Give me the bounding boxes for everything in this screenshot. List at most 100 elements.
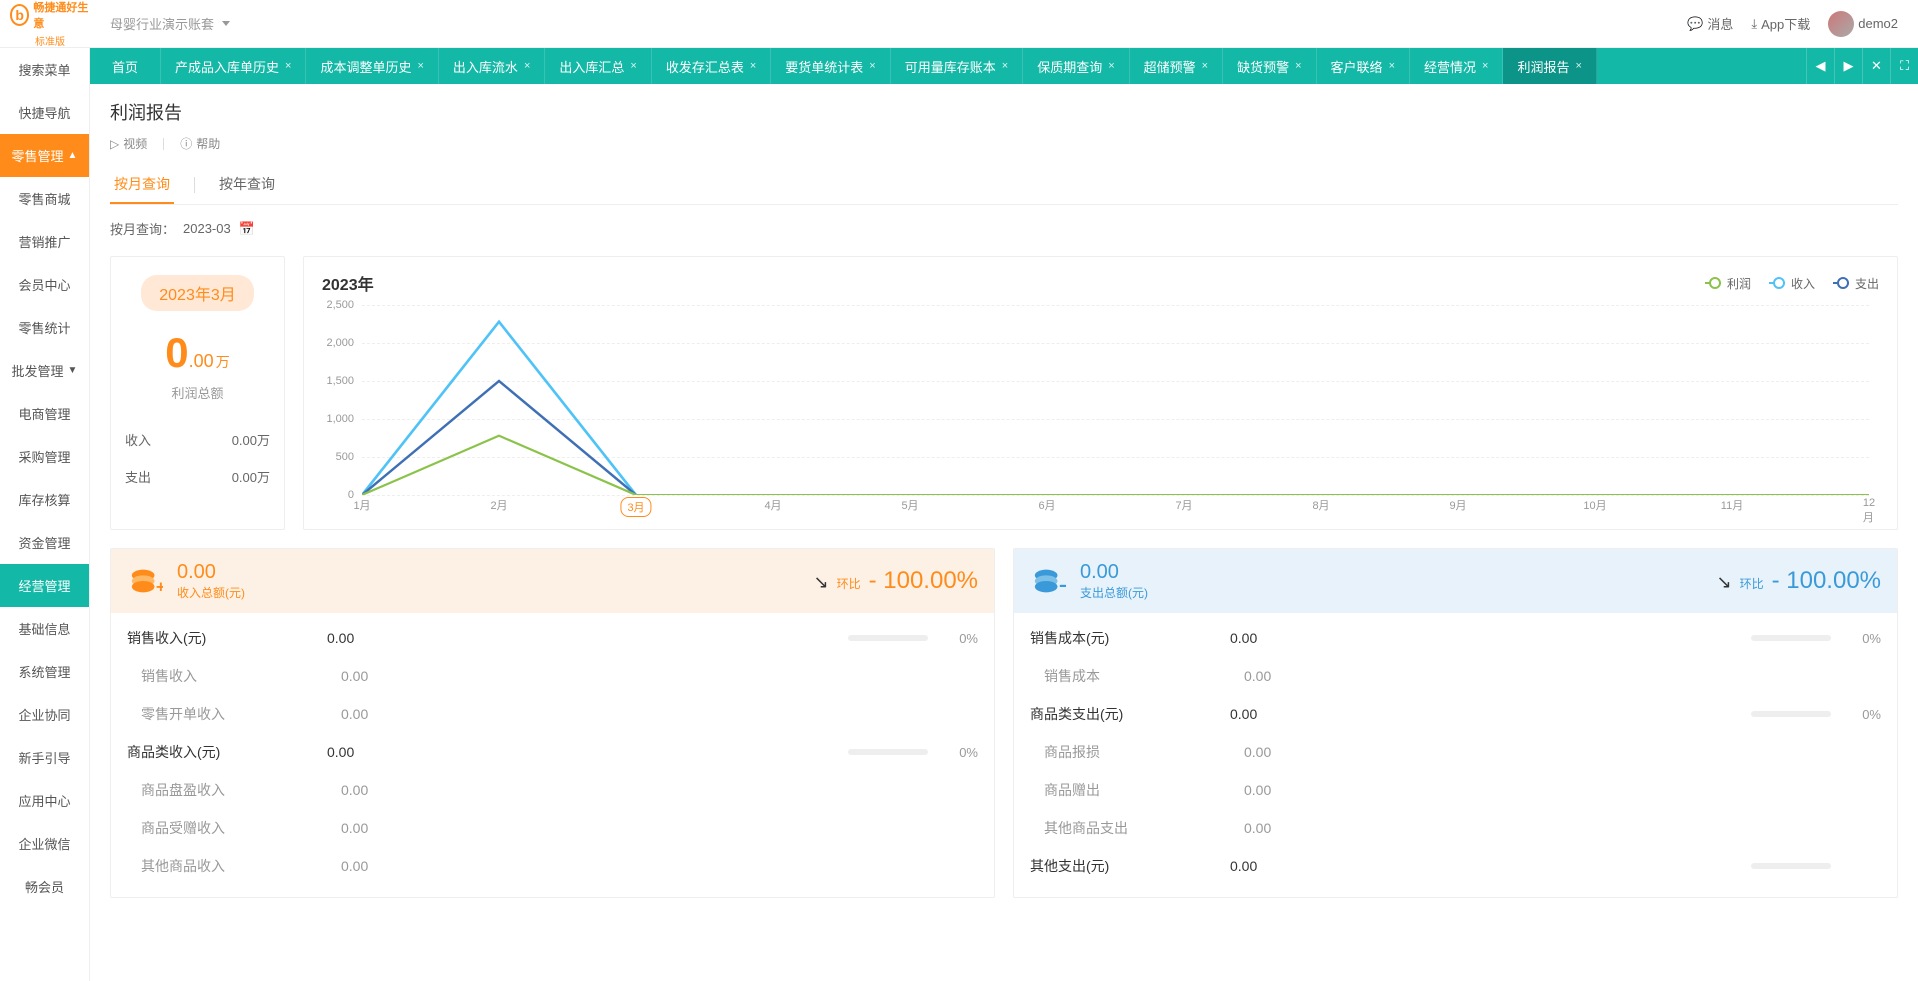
sidebar-item-12[interactable]: 经营管理 <box>0 564 89 607</box>
chart-line <box>362 322 1869 495</box>
tab-12[interactable]: 利润报告× <box>1503 48 1596 84</box>
sidebar-item-label: 电商管理 <box>18 404 70 423</box>
sidebar-item-17[interactable]: 应用中心 <box>0 779 89 822</box>
tab-2[interactable]: 出入库流水× <box>439 48 545 84</box>
sidebar-item-5[interactable]: 会员中心 <box>0 263 89 306</box>
sidebar-item-10[interactable]: 库存核算 <box>0 478 89 521</box>
close-icon[interactable]: × <box>1295 60 1301 72</box>
sidebar-item-16[interactable]: 新手引导 <box>0 736 89 779</box>
y-axis: 05001,0001,5002,0002,500 <box>322 305 358 495</box>
income-icon: + <box>127 562 165 600</box>
tab-home[interactable]: 首页 <box>90 48 161 84</box>
help-video-link[interactable]: ▷ 视频 <box>110 135 147 152</box>
close-icon[interactable]: × <box>1202 60 1208 72</box>
sidebar-item-19[interactable]: 畅会员 <box>0 865 89 908</box>
profit-int: 0 <box>165 329 188 376</box>
income-sub-label: 收入总额(元) <box>177 584 245 601</box>
calendar-icon[interactable]: 📅 <box>239 221 255 237</box>
legend-profit[interactable]: 利润 <box>1705 275 1751 292</box>
sidebar-item-15[interactable]: 企业协同 <box>0 693 89 736</box>
close-icon[interactable]: × <box>524 60 530 72</box>
tab-scroll-left-button[interactable]: ◀ <box>1806 48 1834 84</box>
sidebar-item-1[interactable]: 快捷导航 <box>0 91 89 134</box>
y-tick: 2,500 <box>326 299 354 311</box>
row-label: 销售收入 <box>141 666 341 686</box>
sidebar-item-13[interactable]: 基础信息 <box>0 607 89 650</box>
sidebar-item-4[interactable]: 营销推广 <box>0 220 89 263</box>
x-axis: 1月2月3月4月5月6月7月8月9月10月11月12月 <box>362 497 1869 515</box>
sidebar-item-11[interactable]: 资金管理 <box>0 521 89 564</box>
account-selector[interactable]: 母婴行业演示账套 <box>110 14 230 33</box>
chevron-down-icon <box>222 21 230 26</box>
query-tab-month[interactable]: 按月查询 <box>110 166 174 204</box>
close-icon[interactable]: × <box>630 60 636 72</box>
help-link[interactable]: ⓘ 帮助 <box>180 135 220 152</box>
tab-10[interactable]: 客户联络× <box>1317 48 1410 84</box>
tab-close-all-button[interactable]: ✕ <box>1862 48 1890 84</box>
close-icon[interactable]: × <box>750 60 756 72</box>
svg-text:+: + <box>156 577 163 596</box>
page-help-bar: ▷ 视频 ⓘ 帮助 <box>110 135 1898 152</box>
sidebar-item-8[interactable]: 电商管理 <box>0 392 89 435</box>
row-label: 其他商品收入 <box>141 856 341 876</box>
sidebar-item-9[interactable]: 采购管理 <box>0 435 89 478</box>
legend-mark-profit <box>1705 282 1721 284</box>
tab-4[interactable]: 收发存汇总表× <box>652 48 771 84</box>
panel-row: 销售成本(元)0.000% <box>1030 619 1881 657</box>
close-icon[interactable]: × <box>285 60 291 72</box>
caret-down-icon: ▼ <box>68 365 78 376</box>
row-bar: 0% <box>447 631 978 646</box>
tab-3[interactable]: 出入库汇总× <box>545 48 651 84</box>
panels-row: + 0.00 收入总额(元) ↘ 环比 - 100.00% <box>110 548 1898 898</box>
legend-expense[interactable]: 支出 <box>1833 275 1879 292</box>
panel-row: 商品类支出(元)0.000% <box>1030 695 1881 733</box>
sidebar-item-0[interactable]: 搜索菜单 <box>0 48 89 91</box>
close-icon[interactable]: × <box>1575 60 1581 72</box>
income-delta-value: - 100.00% <box>869 567 978 595</box>
income-panel-header: + 0.00 收入总额(元) ↘ 环比 - 100.00% <box>111 549 994 613</box>
app-download-button[interactable]: ⤓ App下载 <box>1751 14 1810 33</box>
tab-label: 缺货预警 <box>1237 57 1289 76</box>
tab-9[interactable]: 缺货预警 × <box>1223 48 1316 84</box>
tab-7[interactable]: 保质期查询× <box>1023 48 1129 84</box>
messages-button[interactable]: 💬 消息 <box>1687 14 1733 33</box>
expense-panel-body: 销售成本(元)0.000%销售成本0.00商品类支出(元)0.000%商品报损0… <box>1014 613 1897 897</box>
close-icon[interactable]: × <box>1389 60 1395 72</box>
content-area: 首页 产成品入库单历史×成本调整单历史×出入库流水×出入库汇总×收发存汇总表×要… <box>90 48 1918 981</box>
close-icon[interactable]: × <box>869 60 875 72</box>
query-tab-year[interactable]: 按年查询 <box>215 166 279 204</box>
chart-title: 2023年 <box>322 271 374 295</box>
tab-5[interactable]: 要货单统计表× <box>771 48 890 84</box>
chart-card: 2023年 利润 收入 <box>303 256 1898 530</box>
sidebar-item-label: 营销推广 <box>18 232 70 251</box>
row-label: 销售成本 <box>1044 666 1244 686</box>
sidebar-item-14[interactable]: 系统管理 <box>0 650 89 693</box>
close-icon[interactable]: × <box>417 60 423 72</box>
bar-track <box>1751 635 1831 641</box>
tab-11[interactable]: 经营情况× <box>1410 48 1503 84</box>
sidebar-item-18[interactable]: 企业微信 <box>0 822 89 865</box>
sidebar-item-6[interactable]: 零售统计 <box>0 306 89 349</box>
tab-8[interactable]: 超储预警 × <box>1130 48 1223 84</box>
row-value: 0.00 <box>1244 744 1364 760</box>
sidebar-item-2[interactable]: 零售管理▲ <box>0 134 89 177</box>
sidebar-item-7[interactable]: 批发管理▼ <box>0 349 89 392</box>
panel-row: 零售开单收入0.00 <box>127 695 978 733</box>
fullscreen-button[interactable]: ⛶ <box>1890 48 1918 84</box>
close-icon[interactable]: × <box>1108 60 1114 72</box>
query-date-value[interactable]: 2023-03 <box>183 221 231 236</box>
tab-6[interactable]: 可用量库存账本× <box>891 48 1023 84</box>
summary-income-row: 收入 0.00万 <box>125 430 270 449</box>
tab-label: 超储预警 <box>1144 57 1196 76</box>
query-date-label: 按月查询： <box>110 219 175 238</box>
tab-0[interactable]: 产成品入库单历史× <box>161 48 306 84</box>
user-menu[interactable]: demo2 <box>1828 11 1898 37</box>
close-icon[interactable]: × <box>1002 60 1008 72</box>
tab-label: 成本调整单历史 <box>320 57 411 76</box>
close-icon[interactable]: × <box>1482 60 1488 72</box>
sidebar-item-3[interactable]: 零售商城 <box>0 177 89 220</box>
legend-income[interactable]: 收入 <box>1769 275 1815 292</box>
tab-scroll-right-button[interactable]: ▶ <box>1834 48 1862 84</box>
tab-1[interactable]: 成本调整单历史 × <box>306 48 438 84</box>
row-value: 0.00 <box>327 630 447 646</box>
